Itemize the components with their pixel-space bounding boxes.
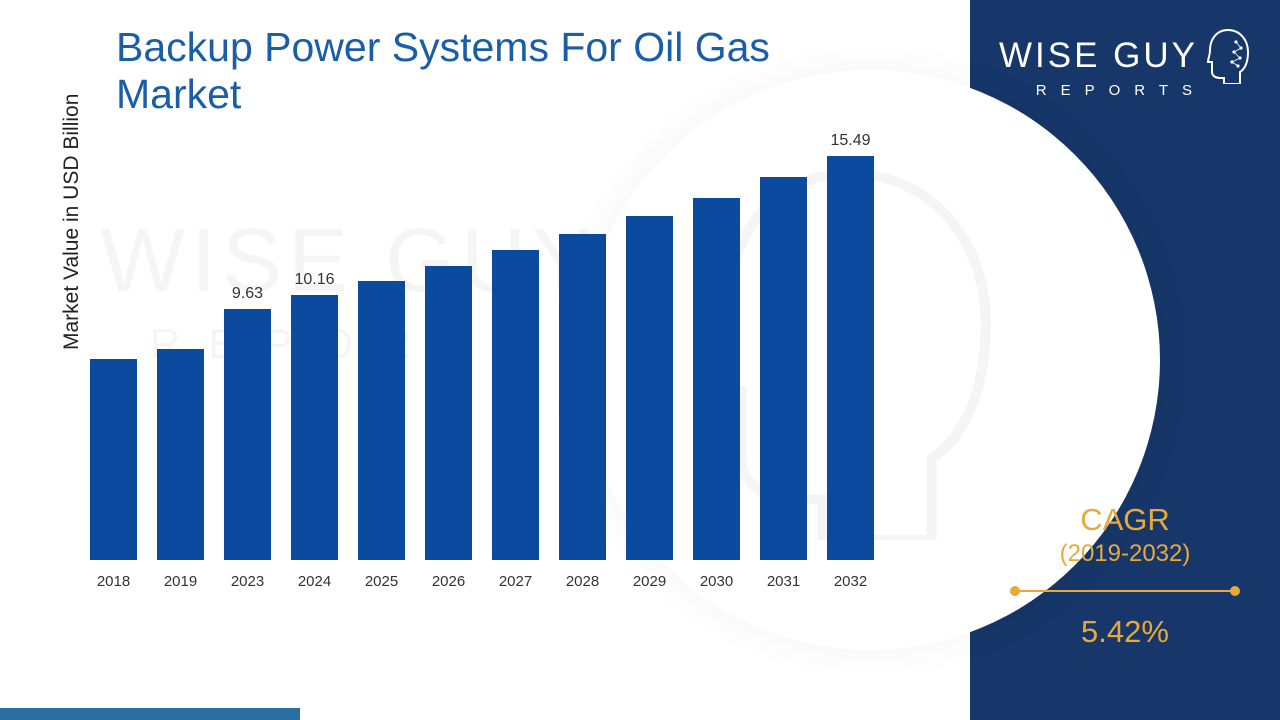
bar (358, 281, 405, 560)
x-tick-label: 2030 (700, 573, 733, 590)
cagr-divider (1015, 590, 1235, 592)
bar: 15.49 (827, 156, 874, 560)
x-tick-label: 2024 (298, 573, 331, 590)
x-tick-label: 2028 (566, 573, 599, 590)
x-tick-label: 2025 (365, 573, 398, 590)
bar-chart: 9.63 10.16 15.49 2018 2019 2023 2024 2025 2026 2… (90, 130, 900, 590)
bar (90, 359, 137, 560)
bar-value-label: 10.16 (291, 271, 338, 289)
bar (760, 177, 807, 560)
bar (157, 349, 204, 560)
chart-canvas: WISE GUY REPORTS WISE GUY REPORTS Backup… (0, 0, 1280, 720)
bar (559, 234, 606, 560)
bottom-accent-bar (0, 708, 300, 720)
x-tick-label: 2031 (767, 573, 800, 590)
bar-value-label: 9.63 (224, 285, 271, 303)
bar: 9.63 (224, 309, 271, 560)
bar (693, 198, 740, 560)
logo-head-icon (1206, 28, 1250, 84)
cagr-block: CAGR (2019-2032) 5.42% (1005, 502, 1245, 650)
logo-main-text: WISE GUY (999, 36, 1198, 76)
bar (492, 250, 539, 560)
x-tick-label: 2032 (834, 573, 867, 590)
x-tick-label: 2019 (164, 573, 197, 590)
x-tick-label: 2026 (432, 573, 465, 590)
bar: 10.16 (291, 295, 338, 560)
logo-sub-text: REPORTS (999, 82, 1206, 99)
x-tick-label: 2029 (633, 573, 666, 590)
cagr-value: 5.42% (1005, 614, 1245, 650)
bar (425, 266, 472, 560)
y-axis-label: Market Value in USD Billion (60, 94, 84, 350)
cagr-label: CAGR (1005, 502, 1245, 538)
x-tick-label: 2018 (97, 573, 130, 590)
chart-title: Backup Power Systems For Oil Gas Market (116, 24, 876, 118)
brand-logo: WISE GUY REPORTS (999, 28, 1250, 99)
cagr-range: (2019-2032) (1005, 540, 1245, 568)
bar (626, 216, 673, 560)
x-tick-label: 2023 (231, 573, 264, 590)
bar-value-label: 15.49 (827, 132, 874, 150)
x-tick-label: 2027 (499, 573, 532, 590)
plot-area: 9.63 10.16 15.49 (90, 130, 900, 560)
